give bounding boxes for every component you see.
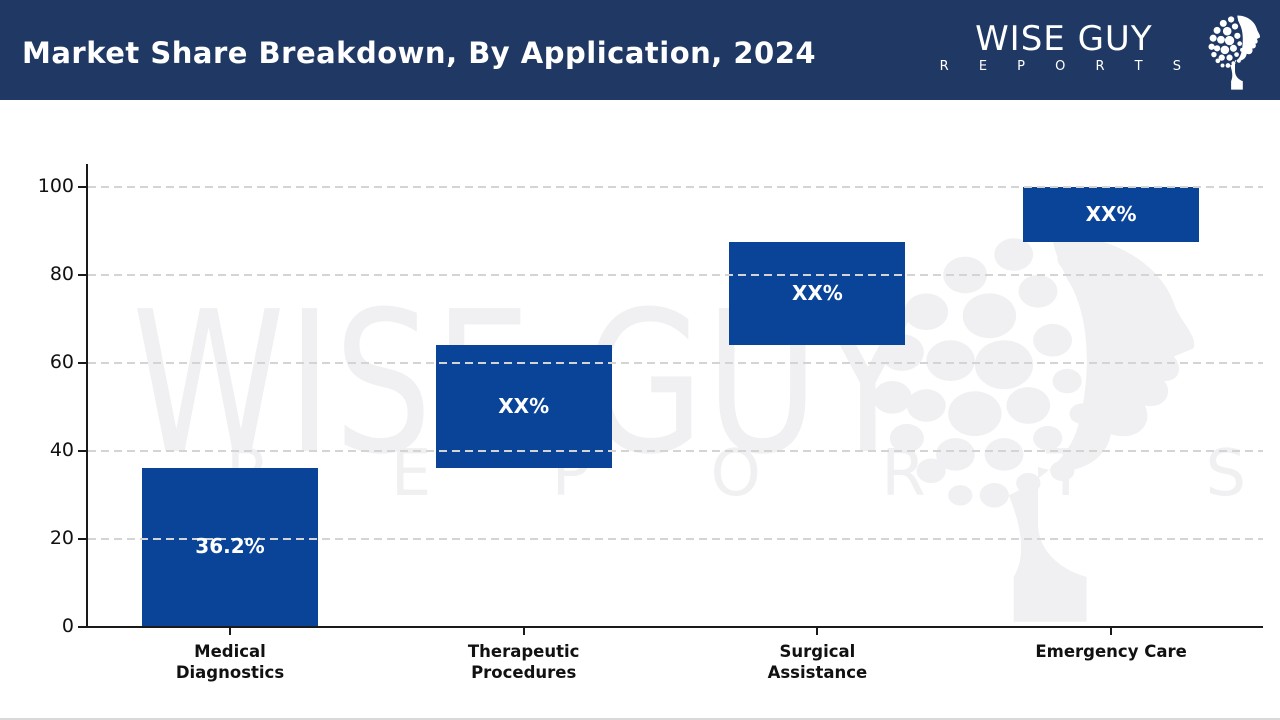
y-tick [78,274,86,276]
y-tick [78,538,86,540]
y-tick-label: 80 [49,263,74,285]
plot-area: 36.2% XX% XX% XX% 0 20 40 60 80 100 Medical Diagnos… [0,100,1280,720]
brand-name: WISE GUY [975,19,1153,59]
header-bar: Market Share Breakdown, By Application, … [0,0,1280,100]
page-title: Market Share Breakdown, By Application, … [22,36,817,70]
watermark-head-icon [872,234,1195,622]
x-category-label: Medical Diagnostics [175,642,285,682]
bar-value-label: 36.2% [195,534,265,559]
y-tick [78,186,86,188]
bar-value-label: XX% [791,280,843,305]
bar-segment [435,345,612,468]
bar-segment [1023,187,1200,242]
brand-subtitle: R E P O R T S [939,59,1194,74]
y-tick-label: 40 [49,439,74,461]
brand-logo-text: WISE GUY R E P O R T S [934,22,1194,76]
chart: WISE GUY R E P O R T S 36.2% XX% XX% XX% 0 20… [0,100,1280,720]
brand-head-icon [1208,15,1261,90]
x-axis [86,626,1263,628]
grid-line [88,450,1263,452]
grid-line [88,362,1263,364]
y-axis [86,164,88,628]
y-tick-label: 100 [37,175,74,197]
x-tick [229,628,231,635]
grid-line [88,538,1263,540]
y-tick [78,362,86,364]
x-tick [1110,628,1113,635]
bottom-divider [0,718,1280,720]
brand-logo: WISE GUY R E P O R T S [940,8,1266,94]
grid-line [88,274,1263,276]
y-tick-label: 20 [49,527,74,549]
y-tick [78,626,86,628]
bar-segment [142,467,318,627]
x-tick [522,628,525,635]
x-tick [816,628,819,635]
y-tick-label: 0 [61,615,74,637]
grid-line [88,186,1263,188]
bar-value-label: XX% [498,393,550,418]
y-tick [78,450,86,452]
bar-value-label: XX% [1085,201,1137,226]
y-tick-label: 60 [49,351,74,373]
x-category-label: Surgical Assistance [767,642,868,682]
x-category-label: Emergency Care [1035,642,1187,661]
bar-segment [729,242,906,346]
x-category-label: Therapeutic Procedures [467,642,580,682]
